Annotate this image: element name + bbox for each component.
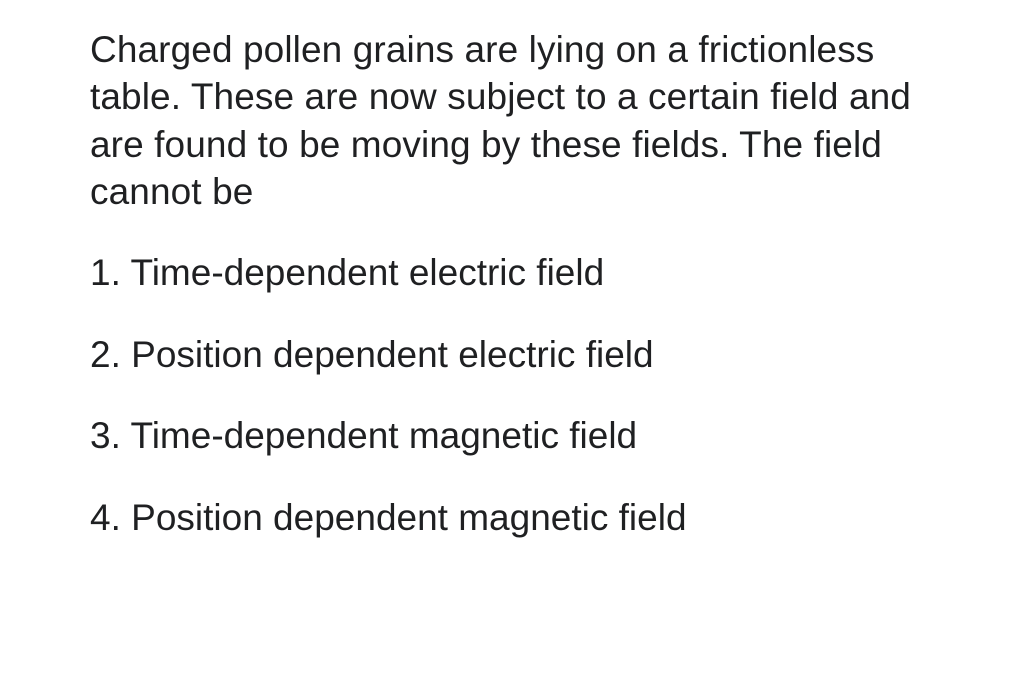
option-text: Time-dependent electric field [130, 252, 604, 293]
option-text: Position dependent electric field [131, 334, 653, 375]
option-number: 3. [90, 415, 121, 456]
option-3: 3. Time-dependent magnetic field [90, 412, 974, 459]
question-block: Charged pollen grains are lying on a fri… [0, 0, 1024, 541]
option-2: 2. Position dependent electric field [90, 331, 974, 378]
option-1: 1. Time-dependent electric field [90, 249, 974, 296]
option-number: 4. [90, 497, 121, 538]
option-number: 1. [90, 252, 121, 293]
option-text: Position dependent magnetic field [131, 497, 686, 538]
option-4: 4. Position dependent magnetic field [90, 494, 974, 541]
option-number: 2. [90, 334, 121, 375]
question-stem: Charged pollen grains are lying on a fri… [90, 26, 974, 215]
option-text: Time-dependent magnetic field [130, 415, 637, 456]
